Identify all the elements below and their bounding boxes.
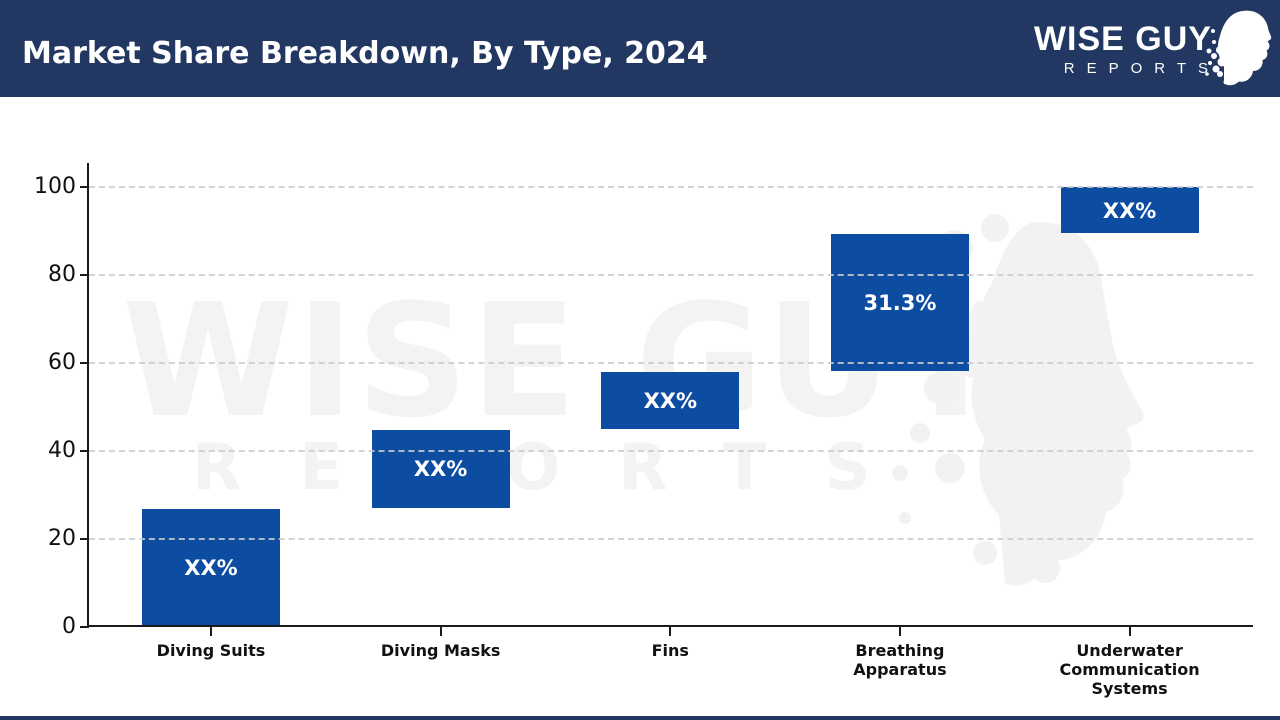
header-banner: Market Share Breakdown, By Type, 2024 WI… (0, 0, 1280, 97)
x-tick-mark-underwater-communication-systems (1128, 627, 1131, 636)
logo-reports-text: REPORTS (1063, 60, 1220, 77)
y-tick-mark-100 (80, 186, 88, 188)
x-axis-line (87, 625, 1253, 627)
y-tick-mark-60 (80, 362, 88, 364)
y-tick-label-40: 40 (48, 438, 76, 463)
y-tick-label-100: 100 (34, 174, 76, 199)
logo-text: WISE GUY REPORTS (1034, 22, 1212, 77)
y-tick-mark-20 (80, 538, 88, 540)
y-tick-mark-40 (80, 450, 88, 452)
y-gridline-60 (89, 362, 1253, 364)
y-tick-mark-80 (80, 274, 88, 276)
x-tick-mark-diving-masks (439, 627, 442, 636)
bar-value-label-diving-suits: XX% (184, 556, 238, 581)
y-gridline-100 (89, 186, 1253, 188)
wiseguy-logo: WISE GUY REPORTS (1034, 4, 1274, 94)
y-tick-label-20: 20 (48, 526, 76, 551)
y-gridline-80 (89, 274, 1253, 276)
logo-face-icon (1205, 10, 1272, 86)
logo-brand-text: WISE GUY (1033, 20, 1212, 58)
bar-diving-suits (142, 509, 280, 626)
x-tick-mark-fins (669, 627, 672, 636)
chart-title: Market Share Breakdown, By Type, 2024 (22, 36, 708, 71)
y-tick-label-80: 80 (48, 262, 76, 287)
x-tick-label-breathing-apparatus: Breathing Apparatus (853, 641, 947, 679)
y-tick-label-0: 0 (62, 614, 76, 639)
x-tick-label-fins: Fins (651, 641, 689, 660)
footer-strip (0, 716, 1280, 720)
bar-value-label-breathing-apparatus: 31.3% (863, 290, 937, 315)
x-tick-mark-diving-suits (210, 627, 212, 636)
bar-fins (601, 371, 740, 429)
x-tick-label-underwater-communication-systems: Underwater Communication Systems (1059, 641, 1200, 698)
x-tick-mark-breathing-apparatus (898, 627, 901, 636)
x-tick-label-diving-suits: Diving Suits (156, 641, 266, 660)
bar-diving-masks (371, 429, 510, 509)
x-tick-label-diving-masks: Diving Masks (380, 641, 501, 660)
y-gridline-40 (89, 450, 1253, 452)
y-tick-label-60: 60 (48, 350, 76, 375)
bar-value-label-diving-masks: XX% (413, 457, 468, 482)
y-axis-line (87, 163, 89, 628)
bar-value-label-underwater-communication-systems: XX% (1102, 198, 1157, 223)
y-gridline-20 (89, 538, 1253, 540)
y-tick-mark-0 (80, 626, 88, 628)
bar-value-label-fins: XX% (643, 388, 698, 413)
